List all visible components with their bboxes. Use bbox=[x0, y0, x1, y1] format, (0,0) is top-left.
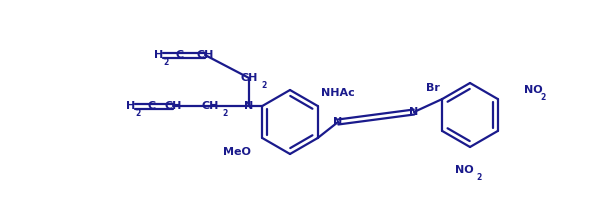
Text: Br: Br bbox=[426, 83, 440, 93]
Text: 2: 2 bbox=[261, 81, 266, 90]
Text: NO: NO bbox=[455, 165, 473, 175]
Text: CH: CH bbox=[241, 73, 258, 83]
Text: H: H bbox=[154, 50, 163, 60]
Text: 2: 2 bbox=[135, 109, 140, 118]
Text: CH: CH bbox=[201, 101, 219, 111]
Text: 2: 2 bbox=[163, 58, 168, 67]
Text: C: C bbox=[147, 101, 155, 111]
Text: H: H bbox=[126, 101, 135, 111]
Text: N: N bbox=[244, 101, 254, 111]
Text: C: C bbox=[175, 50, 183, 60]
Text: N: N bbox=[333, 117, 343, 127]
Text: N: N bbox=[410, 107, 418, 117]
Text: MeO: MeO bbox=[223, 147, 251, 157]
Text: 2: 2 bbox=[222, 109, 227, 118]
Text: CH: CH bbox=[196, 50, 214, 60]
Text: NO: NO bbox=[524, 85, 543, 95]
Text: NHAc: NHAc bbox=[321, 88, 355, 98]
Text: CH: CH bbox=[164, 101, 181, 111]
Text: 2: 2 bbox=[476, 173, 481, 182]
Text: 2: 2 bbox=[540, 93, 545, 102]
